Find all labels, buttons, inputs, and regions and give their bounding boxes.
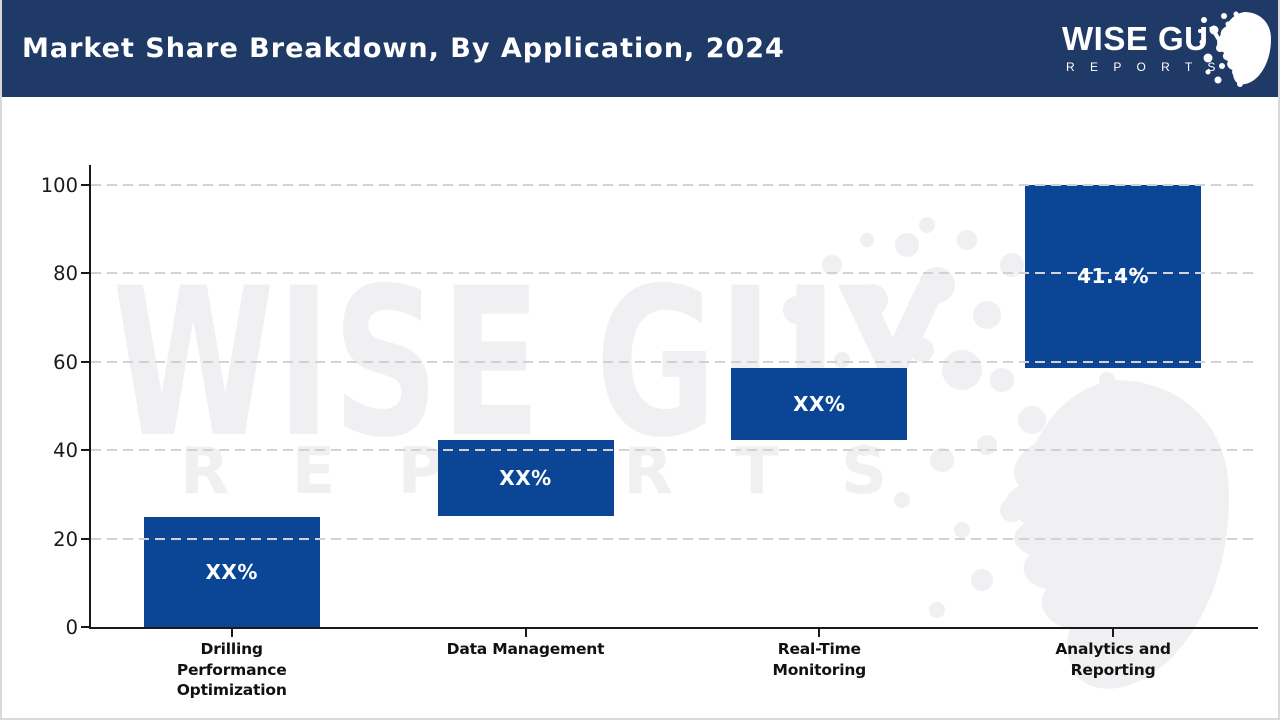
y-gridline: [91, 272, 1257, 275]
y-tick-mark: [81, 537, 89, 540]
bar-value-label: XX%: [205, 559, 258, 584]
x-tick-mark: [230, 629, 233, 637]
y-tick-mark: [81, 360, 89, 363]
bar: [731, 367, 908, 441]
wise-guy-logo: WISE GUY R E P O R T S: [1024, 6, 1274, 92]
y-gridline: [91, 537, 1257, 540]
x-tick-mark: [818, 629, 821, 637]
bar: [1025, 185, 1202, 368]
y-tick-label: 0: [65, 616, 78, 639]
y-tick-label: 20: [53, 527, 78, 551]
x-category-label: Analytics and Reporting: [1055, 640, 1171, 679]
y-gridline: [91, 360, 1257, 363]
logo-face-icon: [1198, 11, 1271, 87]
bar-value-label: XX%: [793, 392, 846, 416]
x-tick-mark: [1112, 629, 1115, 637]
y-gridline: [91, 184, 1257, 186]
x-axis: [89, 627, 1258, 629]
y-tick-label: 40: [53, 439, 78, 463]
y-tick-mark: [81, 272, 89, 275]
header: Market Share Breakdown, By Application, …: [2, 0, 1278, 97]
x-category-label: Real-Time Monitoring: [772, 640, 867, 679]
y-tick-mark: [81, 449, 89, 452]
y-gridline: [91, 449, 1257, 452]
y-tick-mark: [81, 184, 89, 186]
bar-value-label: XX%: [499, 466, 552, 491]
watermark-face-graphic: [783, 217, 1229, 689]
y-tick-mark: [81, 626, 89, 628]
y-tick-label: 100: [40, 174, 78, 197]
bar: [143, 516, 320, 627]
x-tick-mark: [524, 629, 527, 637]
y-axis: [89, 165, 91, 629]
logo-subtext: R E P O R T S: [1066, 60, 1222, 74]
x-category-label: Drilling Performance Optimization: [176, 640, 287, 700]
y-tick-label: 60: [53, 350, 78, 374]
logo-wordmark: WISE GUY: [1062, 20, 1232, 57]
y-tick-label: 80: [53, 262, 78, 286]
bar-value-label: 41.4%: [1077, 264, 1150, 289]
chart-title: Market Share Breakdown, By Application, …: [22, 33, 785, 64]
x-category-label: Data Management: [446, 640, 605, 658]
bar: [437, 440, 614, 517]
